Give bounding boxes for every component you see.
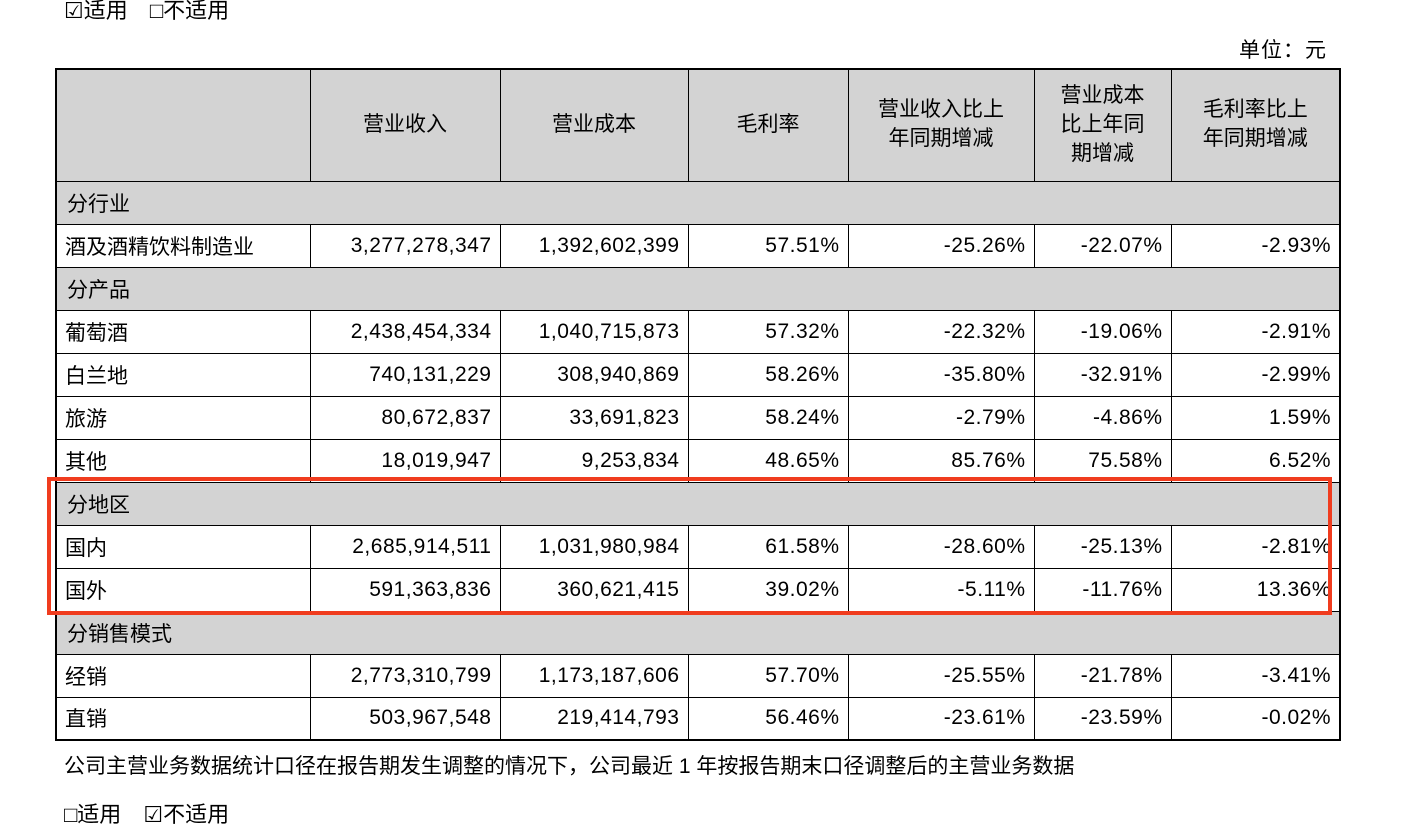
margin-cell: 57.51% [687,223,849,268]
table-row: 其他 18,019,947 9,253,834 48.65% 85.76% 75… [55,438,1341,483]
row-label: 旅游 [55,395,311,440]
revenue-yoy-cell: -22.32% [847,309,1035,354]
section-row-by-product: 分产品 [55,266,1341,311]
section-label: 分行业 [55,180,1341,225]
bottom-applicability-line: □适用 ☑不适用 [64,797,229,829]
row-label: 其他 [55,438,311,483]
col-header-margin: 毛利率 [687,68,849,182]
revenue-yoy-cell: 85.76% [847,438,1035,483]
margin-yoy-cell: -2.99% [1170,352,1341,397]
revenue-yoy-cell: -28.60% [847,524,1035,569]
revenue-cell: 740,131,229 [309,352,501,397]
margin-cell: 61.58% [687,524,849,569]
row-label: 国外 [55,567,311,612]
revenue-cell: 2,773,310,799 [309,653,501,698]
revenue-cell: 18,019,947 [309,438,501,483]
revenue-yoy-cell: -25.26% [847,223,1035,268]
cost-cell: 1,040,715,873 [499,309,689,354]
cost-cell: 1,031,980,984 [499,524,689,569]
header-row: 营业收入 营业成本 毛利率 营业收入比上年同期增减 营业成本比上年同期增减 毛利… [55,68,1341,182]
cost-yoy-cell: -19.06% [1033,309,1172,354]
main-business-table: 营业收入 营业成本 毛利率 营业收入比上年同期增减 营业成本比上年同期增减 毛利… [55,68,1341,741]
revenue-cell: 2,685,914,511 [309,524,501,569]
not-applicable-checkbox-checked: ☑不适用 [143,802,230,827]
col-header-cost: 营业成本 [499,68,689,182]
margin-cell: 57.32% [687,309,849,354]
cost-yoy-cell: -32.91% [1033,352,1172,397]
col-header-cost-yoy: 营业成本比上年同期增减 [1033,68,1172,182]
cost-yoy-cell: -11.76% [1033,567,1172,612]
margin-yoy-cell: -2.81% [1170,524,1341,569]
cost-cell: 1,392,602,399 [499,223,689,268]
unit-label: 单位：元 [1239,39,1327,62]
margin-yoy-cell: 6.52% [1170,438,1341,483]
revenue-yoy-cell: -2.79% [847,395,1035,440]
row-label: 直销 [55,696,311,741]
revenue-cell: 3,277,278,347 [309,223,501,268]
table-row: 葡萄酒 2,438,454,334 1,040,715,873 57.32% -… [55,309,1341,354]
section-label: 分地区 [55,481,1341,526]
col-header-revenue-yoy: 营业收入比上年同期增减 [847,68,1035,182]
revenue-cell: 80,672,837 [309,395,501,440]
table-row: 直销 503,967,548 219,414,793 56.46% -23.61… [55,696,1341,741]
col-header-revenue: 营业收入 [309,68,501,182]
margin-cell: 56.46% [687,696,849,741]
applicable-checkbox-checked: ☑适用 [64,0,128,23]
row-label: 葡萄酒 [55,309,311,354]
cost-cell: 33,691,823 [499,395,689,440]
cost-cell: 308,940,869 [499,352,689,397]
revenue-cell: 503,967,548 [309,696,501,741]
row-label: 经销 [55,653,311,698]
cost-cell: 9,253,834 [499,438,689,483]
table-row: 国外 591,363,836 360,621,415 39.02% -5.11%… [55,567,1341,612]
margin-cell: 58.24% [687,395,849,440]
cost-yoy-cell: -21.78% [1033,653,1172,698]
cost-cell: 360,621,415 [499,567,689,612]
margin-cell: 58.26% [687,352,849,397]
cost-cell: 1,173,187,606 [499,653,689,698]
section-label: 分销售模式 [55,610,1341,655]
margin-yoy-cell: -3.41% [1170,653,1341,698]
cost-yoy-cell: -22.07% [1033,223,1172,268]
cost-cell: 219,414,793 [499,696,689,741]
margin-yoy-cell: 1.59% [1170,395,1341,440]
table-row: 酒及酒精饮料制造业 3,277,278,347 1,392,602,399 57… [55,223,1341,268]
table-row: 白兰地 740,131,229 308,940,869 58.26% -35.8… [55,352,1341,397]
section-row-by-region: 分地区 [55,481,1341,526]
margin-yoy-cell: -2.91% [1170,309,1341,354]
row-label: 国内 [55,524,311,569]
not-applicable-checkbox-unchecked: □不适用 [149,0,230,23]
cost-yoy-cell: -25.13% [1033,524,1172,569]
margin-yoy-cell: -0.02% [1170,696,1341,741]
margin-cell: 48.65% [687,438,849,483]
margin-cell: 57.70% [687,653,849,698]
cost-yoy-cell: -4.86% [1033,395,1172,440]
col-header-margin-yoy: 毛利率比上年同期增减 [1170,68,1341,182]
table-row: 经销 2,773,310,799 1,173,187,606 57.70% -2… [55,653,1341,698]
margin-yoy-cell: -2.93% [1170,223,1341,268]
applicable-checkbox-unchecked: □适用 [64,802,122,827]
revenue-yoy-cell: -35.80% [847,352,1035,397]
revenue-yoy-cell: -23.61% [847,696,1035,741]
revenue-cell: 2,438,454,334 [309,309,501,354]
section-row-by-sales-model: 分销售模式 [55,610,1341,655]
revenue-cell: 591,363,836 [309,567,501,612]
revenue-yoy-cell: -25.55% [847,653,1035,698]
revenue-yoy-cell: -5.11% [847,567,1035,612]
section-row-by-industry: 分行业 [55,180,1341,225]
top-applicability-line: ☑适用 □不适用 [64,0,229,25]
margin-yoy-cell: 13.36% [1170,567,1341,612]
row-label: 酒及酒精饮料制造业 [55,223,311,268]
table-row: 国内 2,685,914,511 1,031,980,984 61.58% -2… [55,524,1341,569]
col-header-item [55,68,311,182]
margin-cell: 39.02% [687,567,849,612]
row-label: 白兰地 [55,352,311,397]
table-row: 旅游 80,672,837 33,691,823 58.24% -2.79% -… [55,395,1341,440]
cost-yoy-cell: 75.58% [1033,438,1172,483]
cost-yoy-cell: -23.59% [1033,696,1172,741]
section-label: 分产品 [55,266,1341,311]
footer-note: 公司主营业务数据统计口径在报告期发生调整的情况下，公司最近 1 年按报告期末口径… [64,755,1075,778]
